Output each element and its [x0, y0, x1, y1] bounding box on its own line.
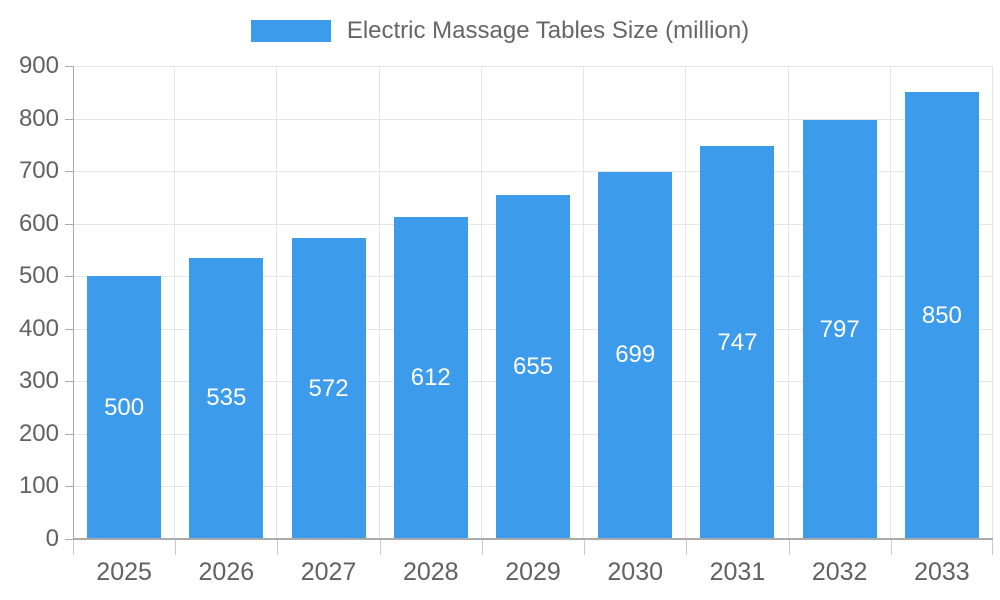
v-gridline	[480, 66, 482, 539]
y-tick-label: 600	[18, 209, 59, 237]
bar-value-label: 850	[921, 301, 962, 329]
v-gridline	[685, 66, 687, 539]
bar[interactable]: 655	[496, 194, 570, 539]
y-tick-label: 700	[18, 157, 59, 185]
bar-value-label: 797	[819, 315, 860, 343]
x-tick-label: 2026	[198, 558, 255, 586]
v-gridline	[889, 66, 891, 539]
y-axis-tick	[65, 171, 73, 173]
x-axis-tick	[73, 540, 74, 555]
h-gridline	[73, 171, 993, 173]
bar-value-label: 699	[615, 341, 656, 369]
x-tick-label: 2030	[607, 558, 664, 586]
bar[interactable]: 699	[598, 171, 673, 539]
x-axis-tick	[890, 540, 892, 555]
y-tick-label: 100	[18, 472, 59, 500]
bar[interactable]: 535	[189, 257, 264, 539]
legend-item[interactable]: Electric Massage Tables Size (million)	[0, 18, 1000, 44]
x-axis-tick	[686, 540, 688, 555]
v-gridline	[992, 66, 993, 539]
v-gridline	[174, 66, 176, 539]
bar-value-label: 535	[206, 384, 247, 412]
bar-value-label: 612	[410, 364, 451, 392]
legend-swatch	[250, 20, 331, 42]
h-gridline	[73, 118, 993, 120]
x-tick-label: 2033	[914, 558, 970, 586]
y-axis-tick	[65, 223, 73, 225]
bar[interactable]: 612	[393, 217, 468, 539]
y-axis-tick	[65, 66, 73, 67]
y-tick-label: 200	[18, 419, 59, 447]
x-axis-tick	[277, 540, 279, 555]
v-gridline	[276, 66, 278, 539]
x-axis-tick	[481, 540, 483, 555]
x-axis-tick	[379, 540, 381, 555]
x-tick-label: 2031	[709, 558, 766, 586]
bar[interactable]: 500	[87, 276, 162, 539]
y-tick-label: 800	[18, 104, 59, 132]
legend-label: Electric Massage Tables Size (million)	[346, 17, 750, 44]
plot-area: 500 535 572 612 655 699 747 797 850	[73, 66, 993, 540]
x-tick-label: 2027	[300, 558, 357, 586]
bar[interactable]: 747	[700, 146, 775, 539]
v-gridline	[378, 66, 380, 539]
y-axis-tick	[65, 486, 73, 488]
x-tick-label: 2032	[811, 558, 868, 586]
y-tick-label: 500	[18, 262, 59, 290]
y-axis-tick	[65, 433, 73, 435]
x-axis-line	[73, 538, 993, 540]
bar-value-label: 500	[104, 393, 145, 421]
x-axis-tick	[584, 540, 586, 555]
v-gridline	[787, 66, 789, 539]
y-axis-tick	[65, 539, 73, 540]
x-axis-tick	[992, 540, 993, 555]
h-gridline	[73, 66, 993, 67]
y-tick-label: 400	[18, 314, 59, 342]
y-tick-label: 0	[45, 525, 59, 552]
y-tick-label: 300	[18, 367, 59, 395]
x-tick-label: 2028	[402, 558, 459, 586]
bar[interactable]: 797	[802, 120, 877, 539]
y-axis-tick	[65, 118, 73, 120]
x-axis-tick	[175, 540, 177, 555]
x-axis-tick	[788, 540, 790, 555]
bar-value-label: 572	[308, 374, 349, 402]
bar-value-label: 655	[512, 352, 554, 380]
x-tick-label: 2029	[505, 558, 561, 586]
v-gridline	[583, 66, 585, 539]
bar[interactable]: 572	[291, 238, 366, 539]
y-tick-label: 900	[18, 52, 59, 79]
y-axis-tick	[65, 328, 73, 330]
bar[interactable]: 850	[904, 92, 979, 539]
y-axis-tick	[65, 276, 73, 278]
bar-value-label: 747	[717, 328, 758, 356]
x-tick-label: 2025	[96, 558, 152, 586]
y-axis-tick	[65, 381, 73, 383]
y-axis-line	[73, 66, 74, 539]
